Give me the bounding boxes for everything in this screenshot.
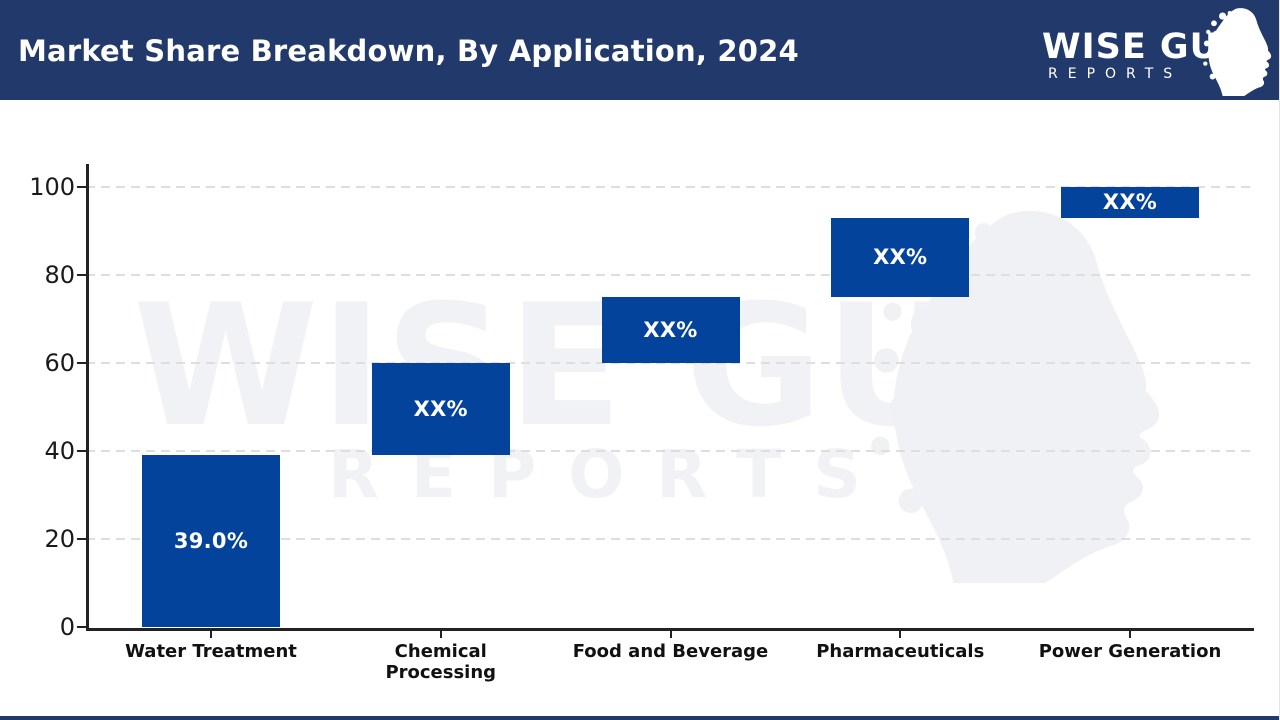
footer-bar [0, 716, 1279, 720]
x-tick-label-pharmaceuticals: Pharmaceuticals [816, 641, 985, 662]
bar-value-label-pharmaceuticals: XX% [873, 245, 928, 270]
y-tick-label-60: 60 [44, 349, 75, 377]
bar-value-label-water-treatment: 39.0% [173, 529, 249, 554]
bar-value-label-food-and-beverage: XX% [643, 318, 698, 342]
x-tick-chemical-processing [439, 630, 442, 638]
y-tick-label-20: 20 [44, 525, 75, 553]
y-tick-20 [77, 538, 86, 540]
y-tick-100 [77, 186, 86, 188]
header-bar: Market Share Breakdown, By Application, … [0, 0, 1279, 100]
bar-chemical-processing: XX% [371, 363, 510, 456]
y-tick-40 [77, 450, 86, 452]
x-tick-label-power-generation: Power Generation [1038, 641, 1222, 662]
y-tick-60 [77, 362, 86, 364]
page-title: Market Share Breakdown, By Application, … [18, 34, 799, 68]
bar-value-label-power-generation: XX% [1102, 190, 1158, 215]
logo-subtext: REPORTS [1048, 66, 1183, 82]
x-tick-label-food-and-beverage: Food and Beverage [572, 641, 769, 662]
gridline-20 [86, 538, 1254, 540]
y-tick-80 [77, 274, 86, 276]
x-tick-label-water-treatment: Water Treatment [125, 641, 297, 662]
bar-water-treatment: 39.0% [142, 455, 280, 627]
x-tick-food-and-beverage [669, 630, 672, 638]
gridline-80 [86, 274, 1254, 276]
x-tick-water-treatment [210, 630, 212, 638]
y-tick-label-100: 100 [29, 173, 75, 201]
bar-power-generation: XX% [1061, 187, 1199, 218]
bar-food-and-beverage: XX% [601, 297, 740, 363]
wiseguy-face-icon [1200, 6, 1274, 96]
x-axis-line [86, 628, 1254, 631]
y-tick-label-0: 0 [59, 613, 75, 641]
bar-pharmaceuticals: XX% [831, 217, 970, 297]
x-tick-label-chemical-processing: Chemical Processing [385, 641, 497, 683]
y-tick-label-80: 80 [44, 261, 75, 289]
x-tick-pharmaceuticals [899, 630, 902, 638]
gridline-100 [86, 186, 1254, 188]
y-tick-0 [77, 626, 86, 628]
y-axis-line [86, 164, 89, 630]
gridline-40 [86, 450, 1254, 452]
y-tick-label-40: 40 [44, 437, 75, 465]
x-tick-power-generation [1129, 630, 1131, 638]
gridline-60 [86, 362, 1254, 364]
bar-value-label-chemical-processing: XX% [413, 397, 468, 422]
